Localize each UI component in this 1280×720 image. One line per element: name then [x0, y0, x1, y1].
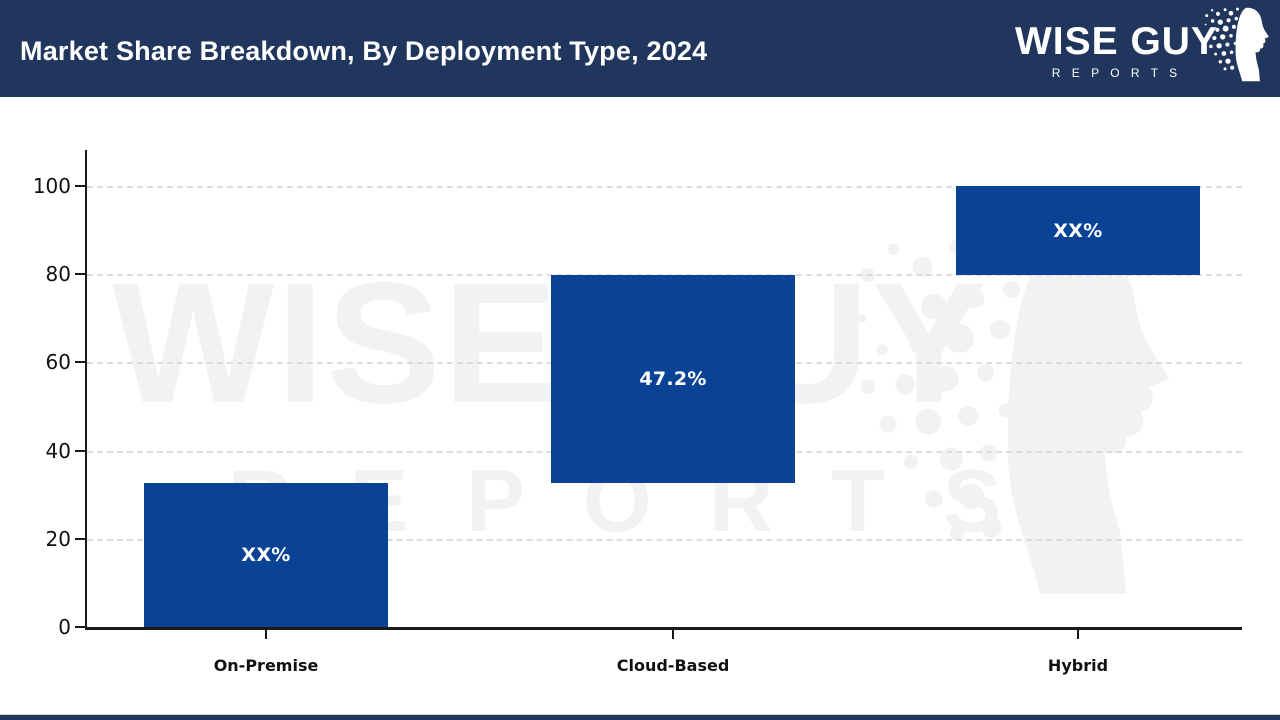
logo-face-icon [1202, 4, 1270, 84]
y-tick-label: 40 [45, 438, 71, 463]
x-category-label: Hybrid [1047, 656, 1109, 675]
bar-cloud-based: 47.2% [551, 275, 796, 484]
y-tick-mark [75, 185, 85, 187]
y-tick-label: 0 [58, 615, 71, 639]
y-tick-mark [75, 361, 85, 364]
logo-text: WISE GUY R E P O R T S [1015, 22, 1218, 80]
bar-value-label: XX% [1053, 219, 1103, 242]
x-category-label: On-Premise [213, 656, 319, 675]
bar-hybrid: XX% [955, 186, 1200, 276]
title-bar: Market Share Breakdown, By Deployment Ty… [0, 0, 1280, 97]
logo-subtitle: R E P O R T S [1051, 66, 1182, 80]
y-tick-label: 100 [32, 174, 71, 198]
x-tick-mark [672, 630, 675, 639]
x-tick-mark [265, 630, 268, 639]
y-tick-mark [75, 449, 85, 452]
gridline [87, 538, 1242, 541]
y-tick-label: 60 [45, 350, 71, 375]
footer-accent-bar [0, 715, 1280, 720]
gridline [87, 186, 1242, 188]
bar-on-premise: XX% [144, 483, 389, 627]
bar-value-label: 47.2% [639, 368, 707, 391]
chart-title: Market Share Breakdown, By Deployment Ty… [20, 36, 708, 66]
y-tick-label: 80 [45, 262, 71, 287]
bottom-rule [0, 714, 1280, 715]
x-category-label: Cloud-Based [616, 656, 730, 675]
y-tick-label: 20 [45, 526, 71, 551]
bar-value-label: XX% [241, 544, 291, 567]
y-tick-mark [75, 626, 85, 628]
logo-wordmark: WISE GUY [1014, 20, 1218, 63]
plot-area: 0 20 40 60 80 100 XX% On-Premise 47.2% Cloud-Base… [33, 150, 1242, 675]
y-tick-mark [75, 537, 85, 540]
wiseguy-logo: WISE GUY R E P O R T S [1015, 4, 1270, 84]
x-tick-mark [1076, 630, 1079, 639]
y-tick-mark [75, 273, 85, 276]
